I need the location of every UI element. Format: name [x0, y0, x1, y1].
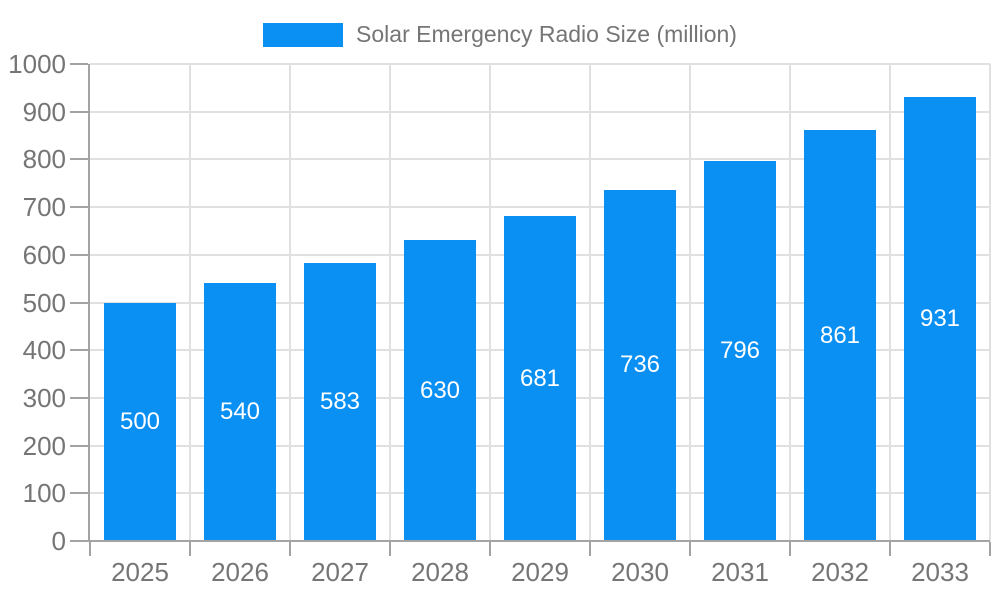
y-gridline [90, 206, 990, 209]
y-tick [70, 110, 88, 113]
y-tick [70, 396, 88, 399]
x-tick [489, 542, 491, 556]
bar-value-label: 931 [919, 304, 961, 332]
bar-value-label: 540 [219, 398, 261, 426]
bar-value-label: 500 [119, 407, 161, 435]
x-tick [589, 542, 591, 556]
x-tick-label: 2025 [111, 557, 169, 587]
y-tick [70, 63, 88, 65]
y-tick-label: 0 [51, 526, 66, 556]
bar-value-label: 583 [319, 387, 361, 415]
x-tick [89, 542, 91, 556]
bar-value-label: 630 [419, 376, 461, 404]
y-gridline [90, 110, 990, 113]
x-tick-label: 2029 [511, 557, 569, 587]
x-tick-label: 2030 [611, 557, 669, 587]
bar-2027 [304, 262, 376, 541]
x-tick-label: 2033 [911, 557, 969, 587]
chart-legend: Solar Emergency Radio Size (million) [0, 21, 1000, 48]
y-axis-line [88, 64, 90, 541]
bar-2030 [604, 189, 676, 541]
y-tick [70, 444, 88, 447]
x-tick-label: 2028 [411, 557, 469, 587]
bar-2025 [104, 302, 176, 541]
x-gridline [489, 64, 491, 541]
x-gridline [989, 64, 991, 541]
y-tick-label: 900 [22, 96, 66, 127]
y-tick-label: 800 [22, 144, 66, 175]
x-gridline [589, 64, 591, 541]
y-gridline [90, 63, 990, 65]
legend-label: Solar Emergency Radio Size (million) [356, 21, 737, 47]
bar-2026 [204, 283, 276, 541]
x-tick [189, 542, 191, 556]
y-tick [70, 349, 88, 352]
x-tick [389, 542, 391, 556]
bar-value-label: 681 [519, 364, 561, 392]
legend-swatch [263, 22, 344, 47]
x-gridline [789, 64, 791, 541]
bar-2028 [404, 240, 476, 541]
x-tick-label: 2026 [211, 557, 269, 587]
x-gridline [189, 64, 191, 541]
x-gridline [889, 64, 891, 541]
y-tick [70, 540, 88, 542]
x-tick [689, 542, 691, 556]
y-gridline [90, 158, 990, 161]
x-tick-label: 2032 [811, 557, 869, 587]
x-tick [789, 542, 791, 556]
bar-2032 [804, 130, 876, 541]
y-tick [70, 158, 88, 161]
x-tick-label: 2027 [311, 557, 369, 587]
y-tick [70, 206, 88, 209]
bar-value-label: 796 [719, 337, 761, 365]
bar-2029 [504, 216, 576, 541]
y-tick [70, 492, 88, 495]
x-tick [889, 542, 891, 556]
x-tick [289, 542, 291, 556]
x-tick-label: 2031 [711, 557, 769, 587]
x-axis-line [88, 540, 990, 542]
bar-value-label: 736 [619, 351, 661, 379]
y-tick-label: 200 [22, 430, 66, 461]
y-tick-label: 400 [22, 335, 66, 366]
y-tick [70, 301, 88, 304]
x-gridline [389, 64, 391, 541]
bar-value-label: 861 [819, 321, 861, 349]
y-tick-label: 600 [22, 239, 66, 270]
x-gridline [689, 64, 691, 541]
y-tick [70, 253, 88, 256]
y-tick-label: 700 [22, 192, 66, 223]
y-tick-label: 1000 [8, 49, 66, 79]
x-gridline [289, 64, 291, 541]
x-tick [989, 542, 991, 556]
y-tick-label: 300 [22, 382, 66, 413]
y-tick-label: 500 [22, 287, 66, 318]
bar-2033 [904, 96, 976, 541]
bar-2031 [704, 161, 776, 541]
y-tick-label: 100 [22, 478, 66, 509]
